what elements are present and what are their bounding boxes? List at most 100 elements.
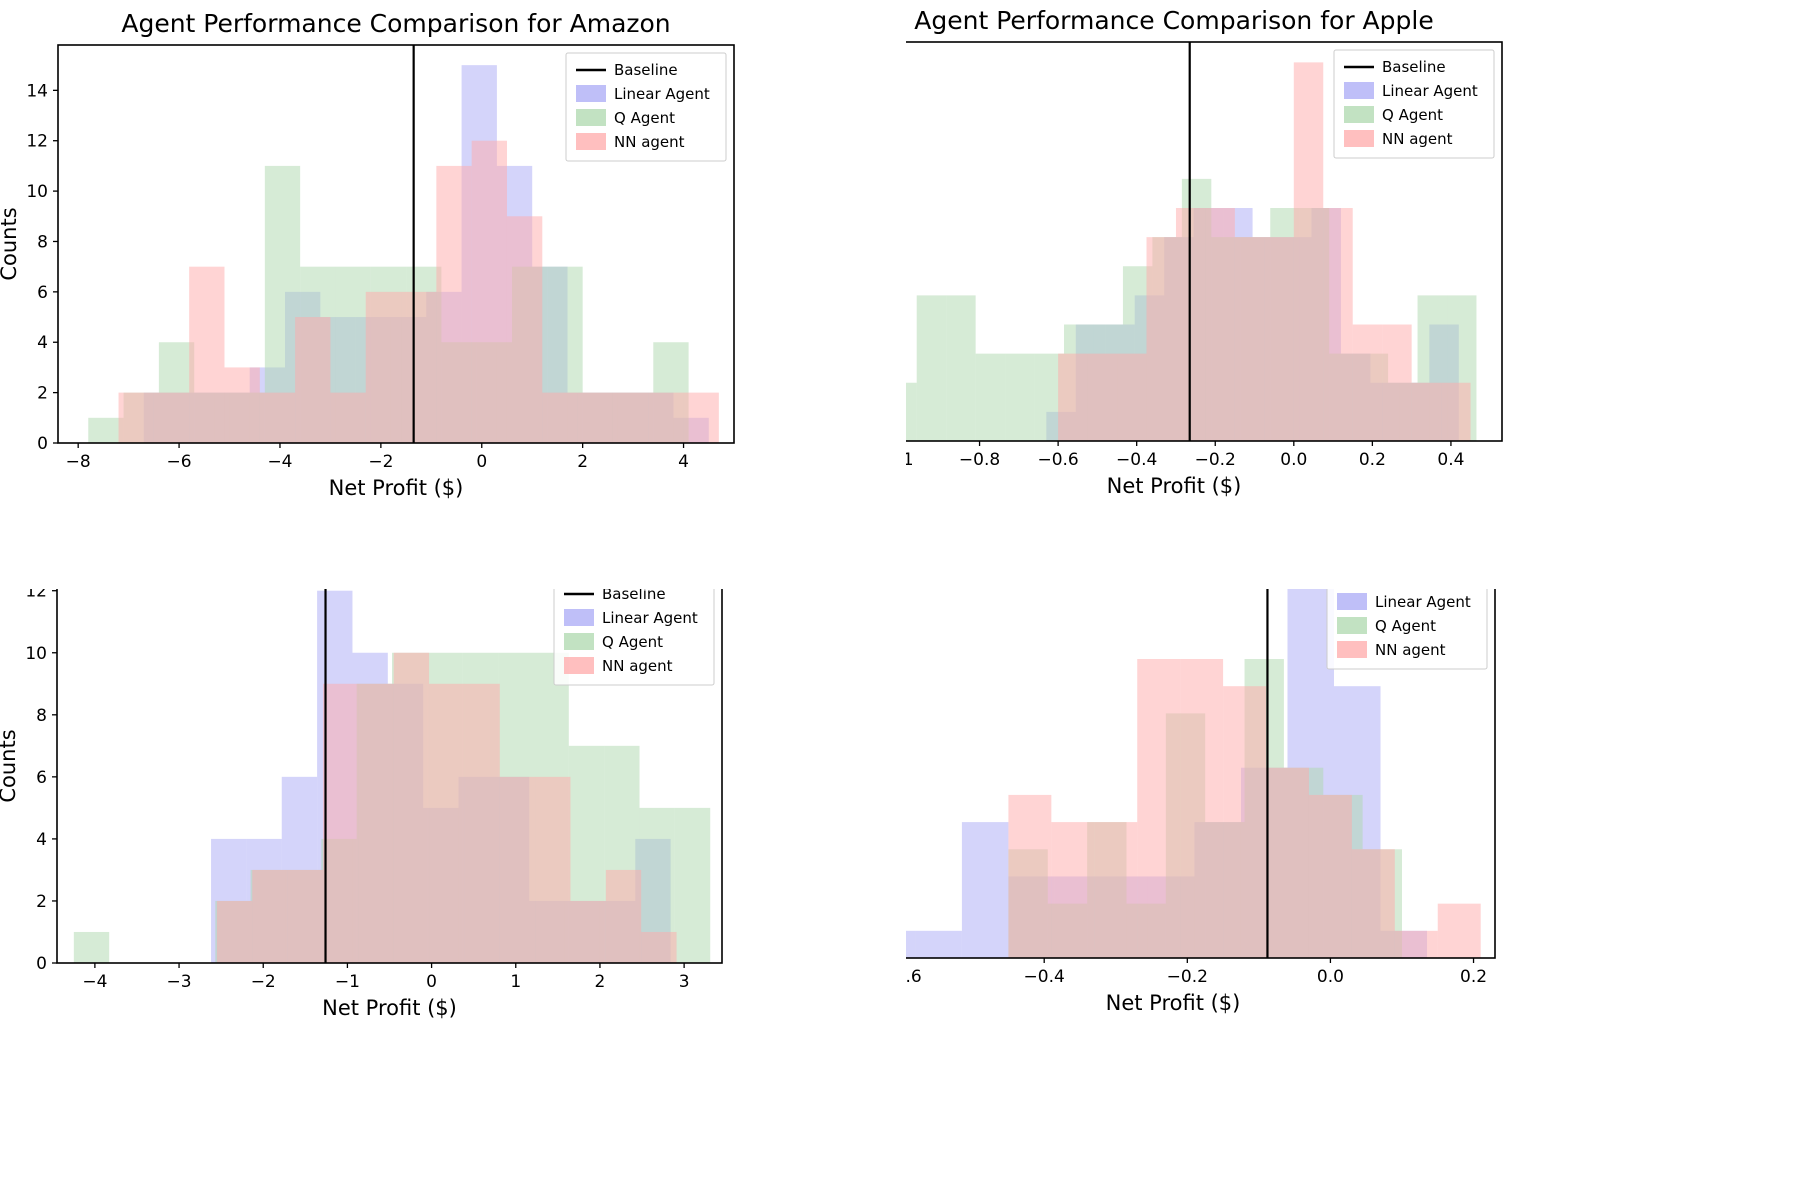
histogram-bar [1005,353,1035,441]
histogram-bar [946,295,976,441]
apple-chart-title: Agent Performance Comparison for Apple [914,6,1433,35]
amazon-xtick-label: −2 [368,452,393,472]
legend-swatch-linear-agent [1344,82,1374,99]
amazon-yaxis-label: Counts [0,207,21,280]
histogram-bar [1146,237,1176,441]
amazon-ytick-label: 10 [26,182,48,202]
histogram-bar [1382,324,1412,441]
microsoft-xtick-label: 0.0 [1317,967,1344,987]
google-axes-spines [56,589,723,964]
apple-xtick-label: 0.2 [1359,450,1386,470]
amazon-xtick-label: −8 [66,452,91,472]
microsoft-xaxis-label: Net Profit ($) [1106,991,1241,1015]
histogram-bar [1094,822,1138,958]
histogram-bar [330,392,366,443]
microsoft-series-nn-agent [1008,659,1481,958]
amazon-series-nn-agent [118,140,719,443]
legend-label: NN agent [1382,130,1453,148]
microsoft-xtick-label: −0.4 [1024,967,1065,987]
apple-bars-group [906,42,1477,441]
amazon-axes-spines [57,44,735,444]
apple-plot-group: Agent Performance Comparison for Apple −1… [906,6,1503,498]
amazon-bars-group [88,45,719,443]
histogram-bar [683,392,719,443]
apple-xtick-label: −0.8 [959,450,1000,470]
google-ytick-label: 12 [25,589,47,602]
legend-label: Linear Agent [1382,82,1478,100]
histogram-bar [1441,382,1471,441]
legend-label: Q Agent [1382,106,1443,124]
histogram-bar [252,869,288,963]
subplot-google: Agent Performance Comparison for Google−… [0,589,906,1178]
legend-label: Baseline [614,61,678,79]
histogram-bar [1266,767,1309,958]
histogram-bar [1051,822,1095,958]
histogram-bar [1351,849,1395,958]
apple-xtick-label: 0.0 [1280,450,1307,470]
histogram-bar [88,417,124,443]
histogram-bar [961,822,1009,958]
subplot-apple: Agent Performance Comparison for Apple −1… [906,0,1812,589]
histogram-bar [1437,903,1481,958]
histogram-bar [906,930,916,958]
histogram-bar [1264,237,1294,441]
apple-xtick-label: −0.2 [1195,450,1236,470]
histogram-bar [287,869,323,963]
apple-xtick-label: 0.4 [1437,450,1464,470]
histogram-bar [648,392,684,443]
google-plot-group: Agent Performance Comparison for Google−… [0,589,723,1020]
histogram-bar [916,295,947,441]
histogram-bar [259,392,296,443]
legend-swatch-q-agent [1337,617,1367,634]
microsoft-plot-group: Agent Performance Comparison for Microso… [906,589,1496,1015]
apple-xaxis-label: Net Profit ($) [1107,474,1242,498]
apple-series-nn-agent [1058,62,1471,441]
histogram-bar [535,776,571,963]
google-series-nn-agent [216,652,677,963]
microsoft-xtick-label: 0.2 [1460,967,1487,987]
histogram-bar [577,392,613,443]
legend-label: NN agent [1375,641,1446,659]
histogram-bar [1223,686,1267,958]
legend-label: Linear Agent [602,609,698,627]
histogram-bar [323,683,359,963]
microsoft-axes-spines [906,589,1496,959]
histogram-bar [393,652,430,963]
amazon-xaxis-label: Net Profit ($) [329,476,464,500]
histogram-bar [1308,794,1352,958]
histogram-bar [358,683,394,963]
google-ytick-label: 8 [36,706,47,726]
amazon-ytick-label: 6 [37,283,48,303]
histogram-bar [224,367,260,443]
histogram-bar [1323,208,1353,441]
amazon-chart-title: Agent Performance Comparison for Amazon [121,9,670,38]
histogram-bar [1058,353,1088,441]
google-ytick-label: 2 [36,892,47,912]
subplot-amazon: Agent Performance Comparison for Amazon −… [0,0,906,589]
legend-swatch-nn-agent [1337,641,1367,658]
histogram-bar [1117,353,1147,441]
google-xtick-label: −3 [167,972,192,992]
amazon-ytick-label: 2 [37,384,48,404]
histogram-bar [1087,353,1118,441]
google-yaxis-label: Counts [0,729,20,802]
amazon-ytick-label: 12 [26,132,48,152]
legend-swatch-q-agent [576,109,606,126]
histogram-bar [570,900,606,963]
microsoft-legend-box [1326,589,1488,670]
legend-swatch-nn-agent [1344,130,1374,147]
histogram-bar [118,392,154,443]
histogram-bar [401,291,437,443]
legend-label: Linear Agent [614,85,710,103]
histogram-bar [464,683,500,963]
histogram-bar [471,140,507,443]
legend-swatch-q-agent [564,633,594,650]
microsoft-xtick-label: −0.6 [906,967,922,987]
histogram-bar [975,353,1006,441]
subplot-microsoft: Agent Performance Comparison for Microso… [906,589,1812,1178]
google-bars-group [73,589,711,963]
microsoft-chart-svg: Agent Performance Comparison for Microso… [906,589,1496,1015]
histogram-bar [1205,208,1235,441]
histogram-bar [1180,659,1224,958]
